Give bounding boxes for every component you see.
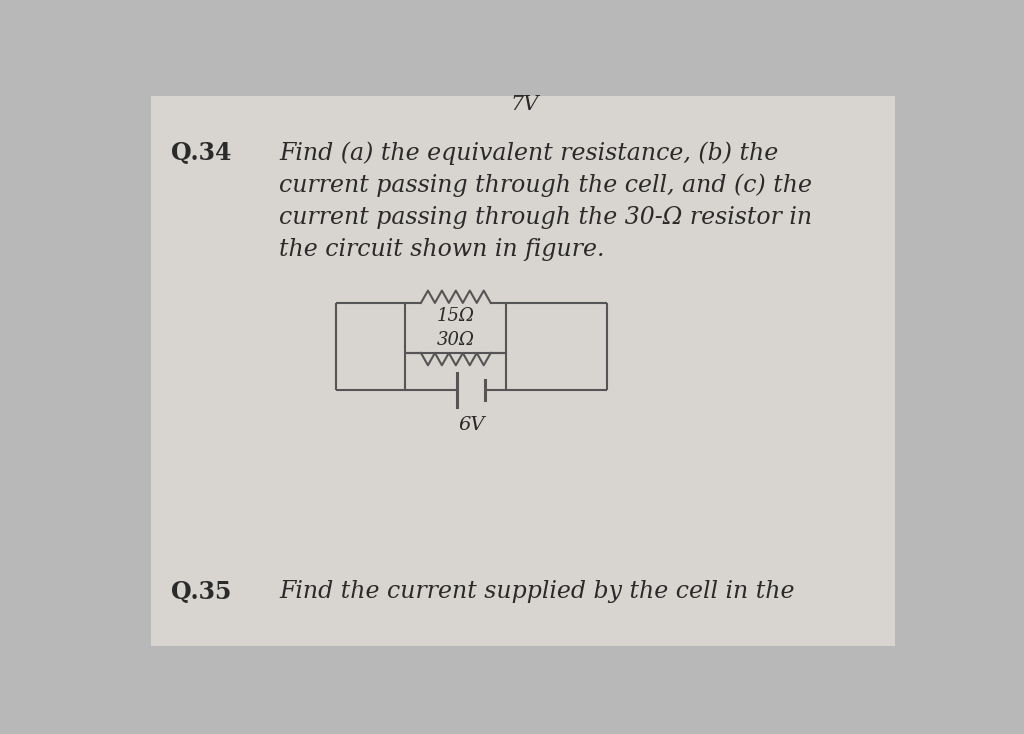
Text: Find the current supplied by the cell in the: Find the current supplied by the cell in… (280, 580, 795, 603)
Text: Find (a) the equivalent resistance, (b) the: Find (a) the equivalent resistance, (b) … (280, 141, 778, 164)
FancyBboxPatch shape (152, 95, 895, 646)
Text: Q.34: Q.34 (171, 141, 231, 165)
Text: Q.35: Q.35 (171, 580, 231, 604)
Text: current passing through the cell, and (c) the: current passing through the cell, and (c… (280, 173, 812, 197)
Text: 15Ω: 15Ω (437, 307, 475, 324)
Text: 30Ω: 30Ω (437, 331, 475, 349)
Text: current passing through the 30-Ω resistor in: current passing through the 30-Ω resisto… (280, 206, 812, 229)
Text: 6V: 6V (458, 416, 484, 434)
Text: 7V: 7V (511, 95, 539, 114)
Text: the circuit shown in figure.: the circuit shown in figure. (280, 239, 604, 261)
